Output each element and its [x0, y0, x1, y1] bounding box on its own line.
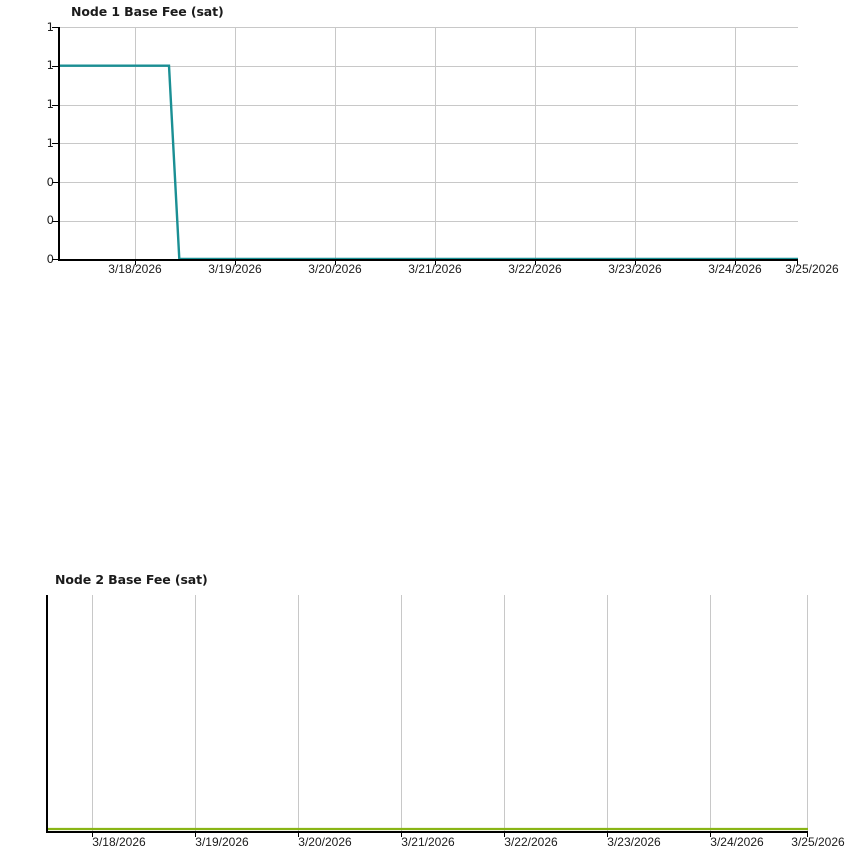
x-tick-label: 3/23/2026 [607, 835, 661, 849]
x-tick-label: 3/21/2026 [401, 835, 455, 849]
x-tick-label: 3/20/2026 [308, 262, 362, 276]
gridline-horizontal [58, 105, 798, 106]
x-tick-mark [335, 259, 336, 265]
y-axis-line [58, 27, 60, 260]
gridline-vertical [401, 595, 402, 831]
y-tick-mark [52, 105, 58, 106]
x-tick-label: 3/22/2026 [504, 835, 558, 849]
chart-panel-node-2: Node 2 Base Fee (sat) 3/18/2026 3/19/202… [0, 285, 860, 849]
gridline-vertical [807, 595, 808, 831]
gridline-vertical [335, 27, 336, 259]
y-tick-mark [52, 27, 58, 28]
y-tick-mark [52, 66, 58, 67]
y-tick-mark [52, 182, 58, 183]
x-tick-label: 3/18/2026 [92, 835, 146, 849]
x-tick-label: 3/24/2026 [710, 835, 764, 849]
series-line-node-2 [46, 827, 808, 831]
gridline-vertical [535, 27, 536, 259]
y-tick-label: 0 [46, 175, 54, 189]
gridline-vertical [298, 595, 299, 831]
gridline-vertical [135, 27, 136, 259]
gridline-horizontal [58, 143, 798, 144]
y-axis-line [46, 595, 48, 832]
y-tick-mark [52, 221, 58, 222]
x-tick-mark [135, 259, 136, 265]
x-tick-mark [735, 259, 736, 265]
x-tick-label: 3/23/2026 [608, 262, 662, 276]
x-tick-label: 3/25/2026 [791, 835, 845, 849]
x-tick-label: 3/22/2026 [508, 262, 562, 276]
x-axis-line [58, 259, 798, 261]
gridline-vertical [710, 595, 711, 831]
x-tick-mark [435, 259, 436, 265]
gridline-vertical [504, 595, 505, 831]
x-tick-label: 3/18/2026 [108, 262, 162, 276]
x-tick-label: 3/20/2026 [298, 835, 352, 849]
x-tick-mark [635, 259, 636, 265]
y-tick-label: 0 [46, 252, 54, 266]
gridline-vertical [195, 595, 196, 831]
x-tick-label: 3/19/2026 [208, 262, 262, 276]
gridline-vertical [235, 27, 236, 259]
x-tick-mark [235, 259, 236, 265]
plot-area-node-2 [46, 595, 808, 833]
x-tick-label: 3/24/2026 [708, 262, 762, 276]
y-tick-label: 1 [46, 136, 54, 150]
gridline-vertical [735, 27, 736, 259]
gridline-vertical [435, 27, 436, 259]
gridline-horizontal [58, 182, 798, 183]
gridline-horizontal [58, 66, 798, 67]
gridline-vertical [635, 27, 636, 259]
x-tick-label: 3/25/2026 [785, 262, 839, 276]
y-tick-mark [52, 143, 58, 144]
plot-area-node-1 [58, 27, 798, 261]
gridline-vertical [607, 595, 608, 831]
y-tick-mark [52, 259, 58, 260]
y-tick-label: 1 [46, 20, 54, 34]
x-axis-line [46, 831, 808, 833]
gridline-horizontal [58, 221, 798, 222]
x-tick-mark [797, 259, 798, 265]
x-tick-label: 3/21/2026 [408, 262, 462, 276]
gridline-horizontal [58, 27, 798, 28]
chart-title-node-2: Node 2 Base Fee (sat) [55, 572, 208, 587]
y-tick-label: 1 [46, 58, 54, 72]
y-tick-label: 1 [46, 97, 54, 111]
x-tick-mark [535, 259, 536, 265]
chart-panel-node-1: Node 1 Base Fee (sat) 1 1 1 1 0 0 0 [0, 0, 860, 285]
x-tick-label: 3/19/2026 [195, 835, 249, 849]
gridline-vertical [92, 595, 93, 831]
y-tick-label: 0 [46, 213, 54, 227]
chart-title-node-1: Node 1 Base Fee (sat) [71, 4, 224, 19]
